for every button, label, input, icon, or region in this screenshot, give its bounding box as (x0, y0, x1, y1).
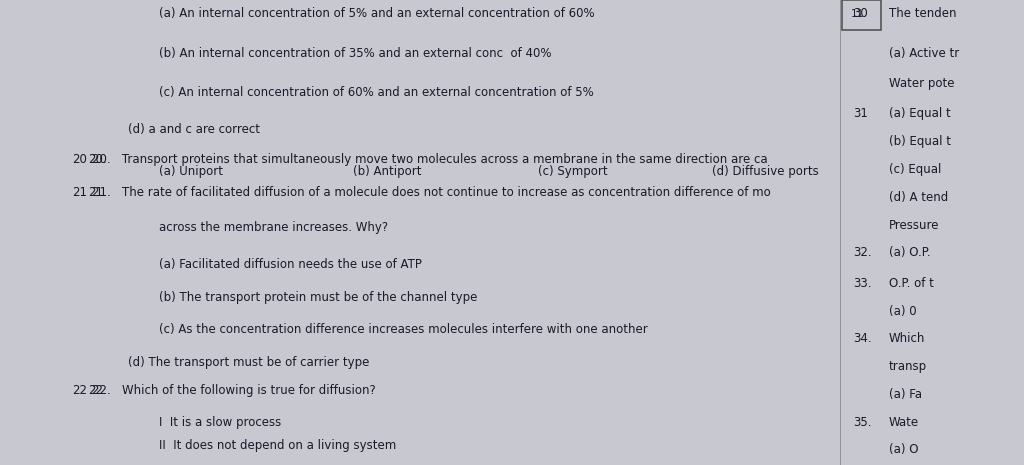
Text: (b) An internal concentration of 35% and an external conc  of 40%: (b) An internal concentration of 35% and… (159, 46, 551, 60)
Text: (b) Antiport: (b) Antiport (353, 165, 422, 178)
Text: 21.: 21. (88, 186, 106, 199)
Text: 32.: 32. (853, 246, 871, 259)
Text: 11: 11 (851, 8, 864, 19)
Text: (c) An internal concentration of 60% and an external concentration of 5%: (c) An internal concentration of 60% and… (159, 86, 594, 99)
Text: 22.   Which of the following is true for diffusion?: 22. Which of the following is true for d… (92, 384, 376, 397)
Text: 22: 22 (72, 384, 87, 397)
Text: Pressure: Pressure (889, 219, 939, 232)
Text: (a) Fa: (a) Fa (889, 388, 922, 401)
Text: (a) Active tr: (a) Active tr (889, 46, 959, 60)
Text: 21.   The rate of facilitated diffusion of a molecule does not continue to incre: 21. The rate of facilitated diffusion of… (92, 186, 771, 199)
Text: 20: 20 (72, 153, 87, 166)
Text: transp: transp (889, 360, 927, 373)
Text: 35.: 35. (853, 416, 871, 429)
Text: (c) Equal: (c) Equal (889, 163, 941, 176)
Text: (d) a and c are correct: (d) a and c are correct (128, 123, 260, 136)
Text: (b) The transport protein must be of the channel type: (b) The transport protein must be of the… (159, 291, 477, 304)
Text: 22.: 22. (88, 384, 106, 397)
Text: Water pote: Water pote (889, 77, 954, 90)
Text: O.P. of t: O.P. of t (889, 277, 934, 290)
Text: 31: 31 (853, 107, 868, 120)
Text: (a) Uniport: (a) Uniport (159, 165, 223, 178)
Text: Which: Which (889, 332, 926, 345)
Bar (842, 0, 881, 30)
Text: (c) Symport: (c) Symport (538, 165, 607, 178)
Text: across the membrane increases. Why?: across the membrane increases. Why? (159, 221, 388, 234)
Text: (a) O: (a) O (889, 443, 919, 456)
Text: 20.: 20. (88, 153, 106, 166)
Text: (c) As the concentration difference increases molecules interfere with one anoth: (c) As the concentration difference incr… (159, 323, 647, 336)
Text: 21: 21 (72, 186, 87, 199)
Text: II  It does not depend on a living system: II It does not depend on a living system (159, 439, 396, 452)
Text: (d) Diffusive ports: (d) Diffusive ports (712, 165, 818, 178)
Text: 20.   Transport proteins that simultaneously move two molecules across a membran: 20. Transport proteins that simultaneous… (92, 153, 768, 166)
Text: (d) The transport must be of carrier type: (d) The transport must be of carrier typ… (128, 356, 370, 369)
Text: Wate: Wate (889, 416, 919, 429)
Text: The tenden: The tenden (889, 7, 956, 20)
Text: (b) Equal t: (b) Equal t (889, 135, 951, 148)
Text: 30: 30 (853, 7, 867, 20)
Text: (a) O.P.: (a) O.P. (889, 246, 931, 259)
Text: (a) 0: (a) 0 (889, 305, 916, 318)
Text: (a) Facilitated diffusion needs the use of ATP: (a) Facilitated diffusion needs the use … (159, 258, 422, 271)
Text: 34.: 34. (853, 332, 871, 345)
Text: 33.: 33. (853, 277, 871, 290)
Text: (d) A tend: (d) A tend (889, 191, 948, 204)
Text: (a) Equal t: (a) Equal t (889, 107, 950, 120)
Text: I  It is a slow process: I It is a slow process (159, 416, 281, 429)
Text: (a) An internal concentration of 5% and an external concentration of 60%: (a) An internal concentration of 5% and … (159, 7, 594, 20)
